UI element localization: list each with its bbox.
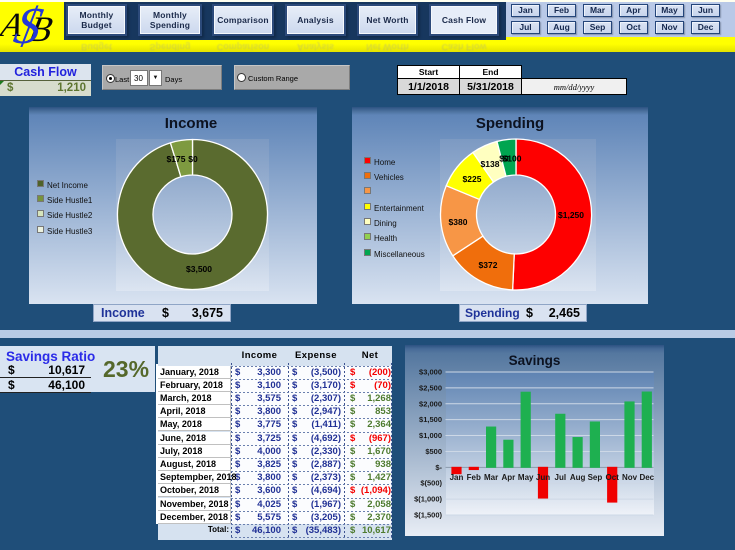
svg-text:May: May — [518, 473, 534, 482]
svg-text:Oct: Oct — [606, 473, 620, 482]
svg-text:$3,500: $3,500 — [186, 264, 212, 274]
svg-text:Jul: Jul — [555, 473, 567, 482]
svg-text:$225: $225 — [463, 174, 482, 184]
svg-text:$(500): $(500) — [420, 479, 442, 488]
svg-text:$1,000: $1,000 — [419, 431, 442, 440]
svg-text:$380: $380 — [449, 217, 468, 227]
svg-text:Jun: Jun — [536, 473, 550, 482]
svg-text:$372: $372 — [479, 260, 498, 270]
svg-text:$(1,500): $(1,500) — [414, 511, 442, 520]
svg-text:Aug: Aug — [570, 473, 586, 482]
svg-text:$500: $500 — [425, 447, 442, 456]
svg-text:Nov: Nov — [622, 473, 638, 482]
svg-text:$2,500: $2,500 — [419, 383, 442, 392]
svg-text:$2,000: $2,000 — [419, 399, 442, 408]
svg-text:Dec: Dec — [639, 473, 654, 482]
svg-text:$0: $0 — [188, 154, 198, 164]
svg-text:Feb: Feb — [467, 473, 481, 482]
svg-text:Sep: Sep — [588, 473, 603, 482]
svg-text:$3,000: $3,000 — [419, 368, 442, 377]
svg-text:$100: $100 — [503, 154, 522, 164]
svg-text:$175: $175 — [167, 154, 186, 164]
svg-text:Mar: Mar — [484, 473, 498, 482]
svg-text:$138: $138 — [481, 159, 500, 169]
svg-text:Apr: Apr — [502, 473, 516, 482]
svg-text:$1,500: $1,500 — [419, 415, 442, 424]
svg-text:$0: $0 — [499, 154, 509, 164]
svg-text:$1,250: $1,250 — [558, 210, 584, 220]
svg-text:Jan: Jan — [450, 473, 464, 482]
svg-text:$-: $- — [435, 463, 442, 472]
svg-text:$(1,000): $(1,000) — [414, 495, 442, 504]
